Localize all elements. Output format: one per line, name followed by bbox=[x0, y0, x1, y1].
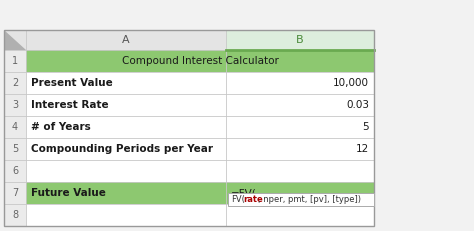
Bar bbox=[226, 72, 374, 94]
Text: 1: 1 bbox=[12, 56, 18, 66]
Bar bbox=[226, 182, 374, 204]
Text: rate: rate bbox=[243, 195, 263, 204]
Bar bbox=[26, 50, 226, 72]
Bar bbox=[226, 160, 374, 182]
Bar bbox=[26, 116, 226, 138]
Bar bbox=[4, 116, 26, 138]
Bar bbox=[226, 50, 374, 72]
Text: , nper, pmt, [pv], [type]): , nper, pmt, [pv], [type]) bbox=[258, 195, 361, 204]
Bar bbox=[226, 138, 374, 160]
Text: Future Value: Future Value bbox=[31, 188, 106, 198]
Text: 4: 4 bbox=[12, 122, 18, 132]
Bar bbox=[4, 30, 374, 226]
Text: Present Value: Present Value bbox=[31, 78, 113, 88]
Bar bbox=[4, 94, 26, 116]
Text: 6: 6 bbox=[12, 166, 18, 176]
Text: Interest Rate: Interest Rate bbox=[31, 100, 109, 110]
Bar bbox=[26, 138, 226, 160]
Bar bbox=[4, 138, 26, 160]
Text: 2: 2 bbox=[12, 78, 18, 88]
Text: Compound Interest Calculator: Compound Interest Calculator bbox=[121, 56, 278, 66]
Bar bbox=[26, 182, 226, 204]
Text: 0.03: 0.03 bbox=[346, 100, 369, 110]
Text: Compounding Periods per Year: Compounding Periods per Year bbox=[31, 144, 213, 154]
Text: 12: 12 bbox=[356, 144, 369, 154]
Bar bbox=[4, 72, 26, 94]
Text: 5: 5 bbox=[12, 144, 18, 154]
Text: =FV(: =FV( bbox=[231, 188, 257, 198]
FancyBboxPatch shape bbox=[228, 193, 374, 206]
Text: 8: 8 bbox=[12, 210, 18, 220]
Bar bbox=[226, 30, 374, 50]
Bar bbox=[226, 204, 374, 226]
Bar bbox=[4, 50, 26, 72]
Bar bbox=[4, 30, 26, 50]
Text: 7: 7 bbox=[12, 188, 18, 198]
Bar bbox=[4, 204, 26, 226]
Polygon shape bbox=[4, 30, 26, 50]
Text: FV(: FV( bbox=[231, 195, 245, 204]
Text: 10,000: 10,000 bbox=[333, 78, 369, 88]
Bar bbox=[4, 160, 26, 182]
Bar bbox=[26, 72, 226, 94]
Text: 3: 3 bbox=[12, 100, 18, 110]
Text: B: B bbox=[296, 35, 304, 45]
Text: 5: 5 bbox=[363, 122, 369, 132]
Text: A: A bbox=[122, 35, 130, 45]
Bar bbox=[4, 182, 26, 204]
Bar bbox=[26, 160, 226, 182]
Bar bbox=[226, 116, 374, 138]
Bar bbox=[26, 94, 226, 116]
Bar bbox=[226, 94, 374, 116]
Text: # of Years: # of Years bbox=[31, 122, 91, 132]
Bar bbox=[26, 30, 226, 50]
Bar bbox=[26, 204, 226, 226]
